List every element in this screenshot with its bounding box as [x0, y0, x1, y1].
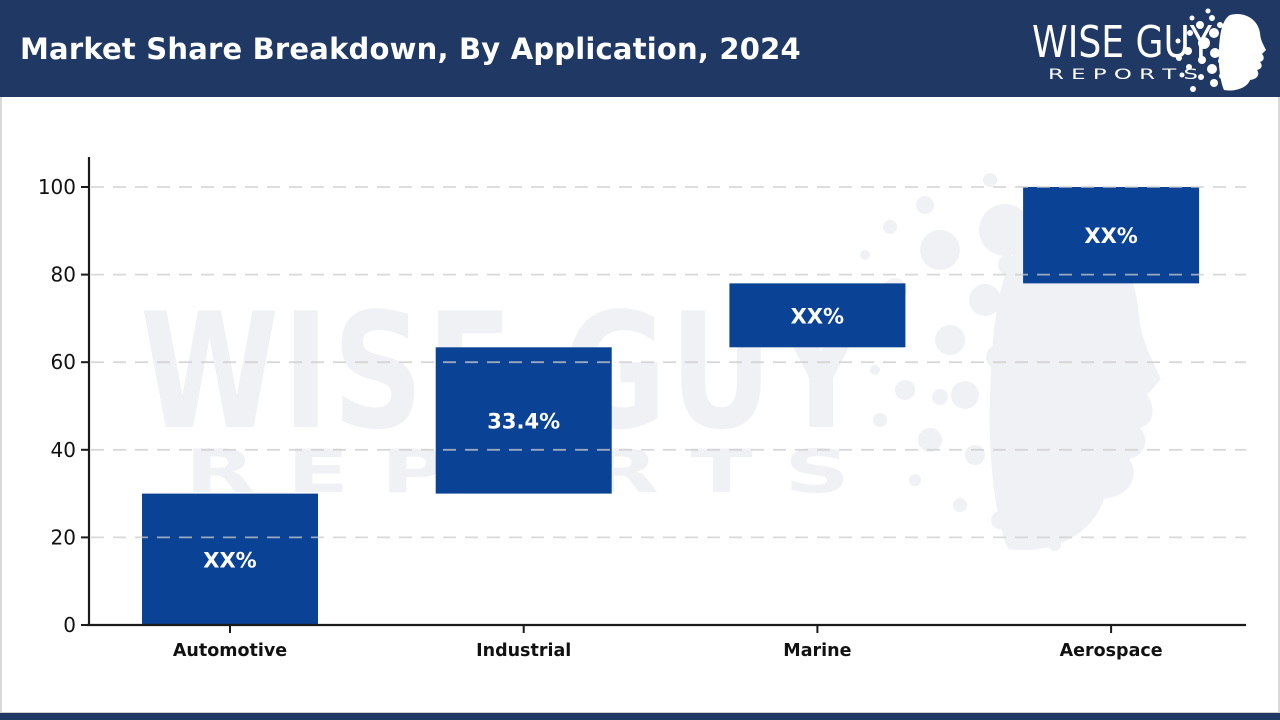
bar-marine — [729, 283, 906, 348]
x-category-label: Industrial — [476, 641, 571, 661]
footer-bar — [0, 712, 1280, 720]
logo-text-line2: R E P O R T S — [1048, 67, 1198, 83]
y-tick-label-20: 20 — [51, 525, 76, 549]
y-tick-label-0: 0 — [63, 613, 76, 637]
y-tick-label-80: 80 — [51, 263, 76, 287]
bar-value-label: XX% — [791, 304, 844, 328]
y-tick-label-60: 60 — [51, 350, 76, 374]
x-category-label: Automotive — [173, 641, 287, 661]
y-tick-label-100: 100 — [38, 175, 76, 199]
bar-value-label: XX% — [1084, 224, 1137, 248]
header-bar: Market Share Breakdown, By Application, … — [0, 0, 1280, 97]
wise-guy-reports-logo: WISE GUY R E P O R T S — [1032, 8, 1266, 92]
bar-value-label: 33.4% — [487, 409, 560, 433]
x-category-label: Aerospace — [1060, 641, 1163, 661]
logo-face-icon — [1175, 8, 1266, 92]
frame-border-right — [1278, 97, 1280, 714]
bar-industrial — [435, 347, 612, 494]
bar-value-label: XX% — [203, 548, 256, 572]
bar-automotive — [142, 493, 318, 625]
frame-border-left — [0, 97, 2, 714]
x-category-label: Marine — [783, 641, 851, 661]
y-tick-label-40: 40 — [51, 438, 76, 462]
chart-title: Market Share Breakdown, By Application, … — [20, 31, 801, 66]
bar-aerospace — [1023, 187, 1200, 284]
logo-text-line1: WISE GUY — [1032, 17, 1212, 68]
